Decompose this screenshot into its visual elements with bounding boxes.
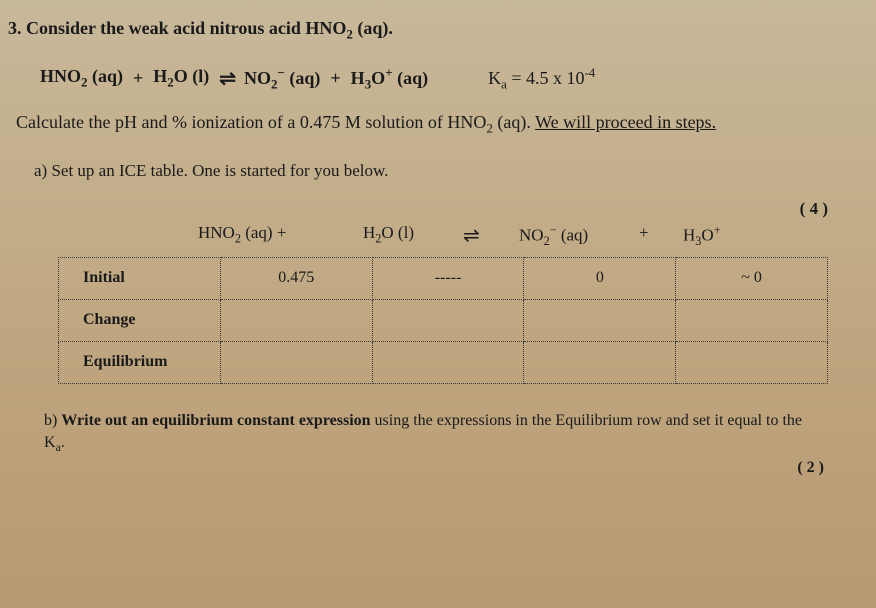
q-text: Consider the weak acid nitrous acid HNO — [26, 18, 346, 38]
cell — [524, 299, 676, 341]
cell: 0.475 — [220, 257, 372, 299]
th-hno2: HNO2 (aq) + — [198, 223, 363, 249]
ice-table: Initial 0.475 ----- 0 ~ 0 Change Equilib… — [58, 257, 828, 384]
q-number: 3. — [8, 18, 22, 38]
th-no2: NO2− (aq) — [519, 223, 639, 249]
cell: ----- — [372, 257, 524, 299]
th-plus: + — [639, 223, 683, 249]
equation: HNO2 (aq) + H2O (l) ⇌ NO2− (aq) + H3O+ (… — [8, 65, 856, 93]
cell — [676, 299, 828, 341]
equilibrium-arrow: ⇌ — [219, 66, 234, 91]
q-state: (aq). — [353, 18, 393, 38]
th-h2o: H2O (l) — [363, 223, 463, 249]
part-a-points: ( 4 ) — [8, 199, 856, 219]
underlined-text: We will proceed in steps. — [535, 112, 716, 132]
row-label: Change — [59, 299, 221, 341]
row-label: Initial — [59, 257, 221, 299]
cell — [372, 341, 524, 383]
cell — [220, 299, 372, 341]
part-b-points: ( 2 ) — [8, 459, 856, 477]
cell: 0 — [524, 257, 676, 299]
th-h3o: H3O+ — [683, 223, 721, 249]
cell — [524, 341, 676, 383]
reactant1: HNO2 (aq) — [40, 66, 123, 91]
instruction-text: Calculate the pH and % ionization of a 0… — [8, 112, 856, 137]
row-label: Equilibrium — [59, 341, 221, 383]
cell — [676, 341, 828, 383]
part-b-bold: Write out an equilibrium constant expres… — [61, 412, 370, 429]
th-arrow: ⇌ — [463, 223, 519, 249]
cell — [220, 341, 372, 383]
table-header: HNO2 (aq) + H2O (l) ⇌ NO2− (aq) + H3O+ — [8, 223, 856, 249]
table-row-equilibrium: Equilibrium — [59, 341, 828, 383]
product2: H3O+ (aq) — [351, 65, 428, 93]
table-row-change: Change — [59, 299, 828, 341]
part-b-label: b) Write out an equilibrium constant exp… — [8, 410, 856, 457]
plus2: + — [330, 68, 340, 89]
table-row-initial: Initial 0.475 ----- 0 ~ 0 — [59, 257, 828, 299]
product1: NO2− (aq) — [244, 65, 320, 93]
ka-value: Ka = 4.5 x 10-4 — [488, 65, 595, 93]
reactant2: H2O (l) — [153, 66, 209, 91]
cell — [372, 299, 524, 341]
question-intro: 3. Consider the weak acid nitrous acid H… — [8, 18, 856, 43]
part-a-label: a) Set up an ICE table. One is started f… — [8, 161, 856, 181]
cell: ~ 0 — [676, 257, 828, 299]
plus1: + — [133, 68, 143, 89]
